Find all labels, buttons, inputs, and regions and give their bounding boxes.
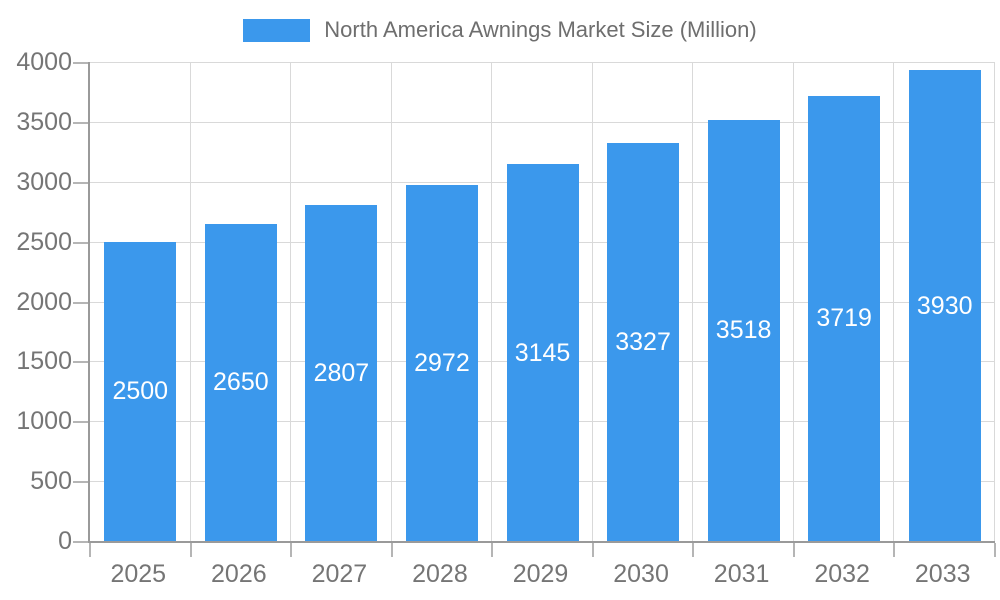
x-axis-tick: [792, 543, 795, 557]
x-axis-label: 2033: [914, 560, 971, 588]
x-axis-tick: [692, 543, 695, 557]
gridline-vertical: [692, 62, 694, 541]
y-axis-tick: [73, 481, 88, 484]
bar: 2650: [204, 223, 277, 541]
gridline-vertical: [792, 62, 794, 541]
x-axis-label: 2025: [110, 560, 167, 588]
bar-value-label: 3719: [816, 304, 872, 333]
x-axis-label: 2026: [211, 560, 267, 588]
gridline-horizontal: [90, 62, 995, 63]
x-axis-label: 2030: [613, 560, 669, 588]
bar: 2807: [305, 204, 378, 541]
x-axis-tick: [89, 543, 91, 557]
y-axis-tick: [73, 541, 88, 543]
bar-value-label: 2650: [213, 368, 269, 397]
x-axis-label: 2028: [412, 560, 468, 588]
x-axis-label: 2027: [311, 560, 368, 588]
x-axis-label: 2032: [814, 560, 870, 588]
gridline-vertical: [491, 62, 493, 541]
x-axis-tick: [390, 543, 393, 557]
gridline-vertical: [893, 62, 895, 541]
x-axis-tick: [491, 543, 494, 557]
y-axis-tick: [73, 121, 88, 124]
gridline-vertical: [290, 62, 292, 541]
bar: 2972: [405, 185, 478, 541]
bar: 3145: [506, 164, 579, 541]
y-axis-tick: [73, 181, 88, 184]
y-axis-label: 3500: [16, 107, 72, 136]
x-axis-label: 2029: [512, 560, 569, 588]
gridline-horizontal: [90, 121, 995, 123]
bar-value-label: 3518: [715, 316, 772, 345]
bar-value-label: 3327: [615, 327, 671, 356]
chart-legend[interactable]: North America Awnings Market Size (Milli…: [0, 17, 1000, 43]
y-axis-label: 1500: [16, 347, 72, 376]
y-axis-tick: [73, 62, 88, 64]
bar-value-label: 2807: [313, 358, 370, 387]
y-axis-label: 3000: [16, 167, 72, 196]
y-axis-tick: [73, 361, 88, 364]
gridline-vertical: [390, 62, 392, 541]
bar-value-label: 2972: [414, 349, 470, 378]
x-axis-tick: [591, 543, 594, 557]
y-axis-label: 500: [30, 467, 72, 496]
bar-value-label: 2500: [112, 377, 169, 406]
y-axis-tick: [73, 421, 88, 424]
bar-value-label: 3145: [514, 338, 571, 367]
x-axis-label: 2031: [713, 560, 770, 588]
y-axis-label: 2500: [16, 227, 72, 256]
bar: 2500: [104, 241, 177, 541]
gridline-vertical: [591, 62, 593, 541]
bar: 3518: [707, 119, 780, 541]
bar-value-label: 3930: [916, 291, 973, 320]
bar: 3719: [808, 95, 881, 541]
bar: 3327: [607, 142, 680, 541]
y-axis-label: 4000: [16, 48, 72, 76]
gridline-vertical: [994, 62, 995, 541]
y-axis-label: 2000: [16, 287, 72, 316]
y-axis-tick: [73, 241, 88, 244]
x-axis-tick: [994, 543, 996, 557]
x-axis-tick: [189, 543, 192, 557]
y-axis-label: 1000: [16, 407, 72, 436]
bar: 3930: [908, 70, 981, 541]
gridline-vertical: [189, 62, 191, 541]
legend-swatch-icon: [243, 18, 311, 42]
y-axis-tick: [73, 301, 88, 304]
x-axis-tick: [290, 543, 293, 557]
x-axis-tick: [893, 543, 896, 557]
legend-label: North America Awnings Market Size (Milli…: [324, 17, 757, 42]
plot-area: 2500 2650 2807 2972 3145 3327 3518 3719 3930: [73, 62, 996, 557]
y-axis-label: 0: [58, 527, 72, 555]
